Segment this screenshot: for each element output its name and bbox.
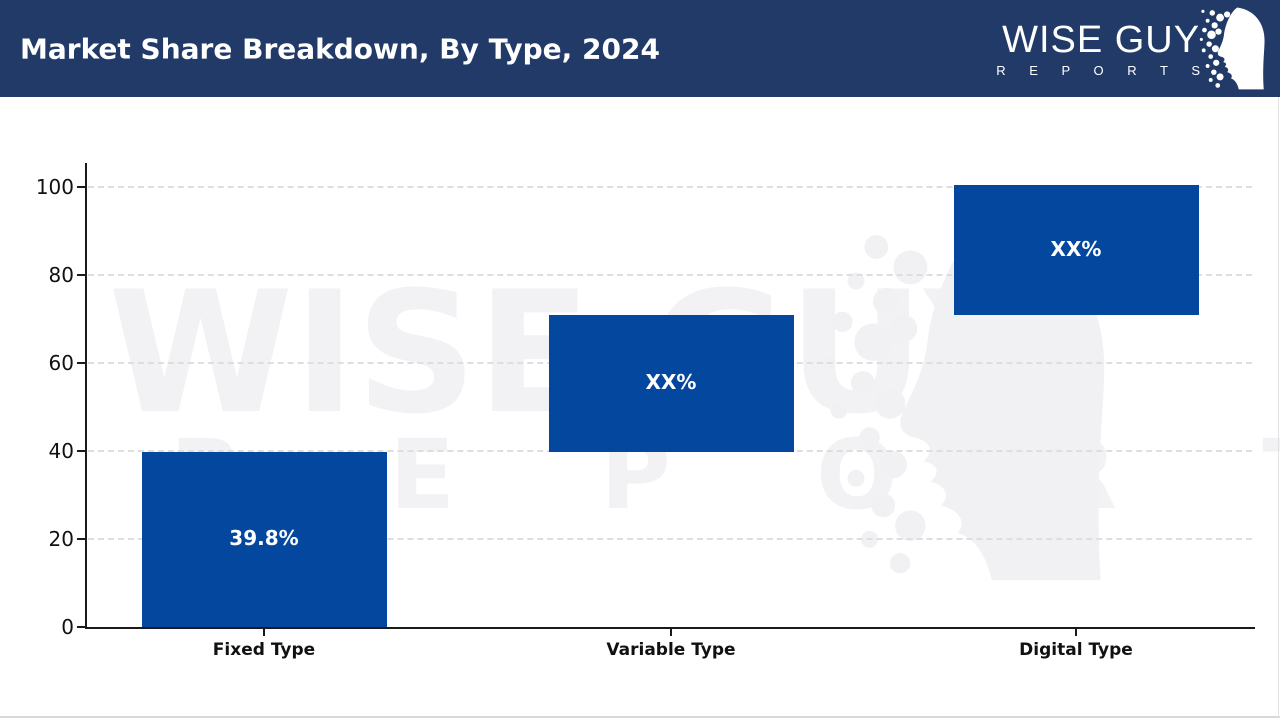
x-axis-label-digital-type: Digital Type bbox=[1019, 640, 1133, 660]
y-tick-mark-20 bbox=[77, 538, 85, 540]
x-tick-mark-1 bbox=[670, 629, 672, 636]
y-tick-label-20: 20 bbox=[48, 527, 74, 551]
x-axis-label-fixed-type: Fixed Type bbox=[212, 640, 316, 660]
y-axis-spine bbox=[85, 163, 87, 629]
y-tick-label-40: 40 bbox=[48, 439, 74, 463]
x-tick-mark-2 bbox=[1075, 629, 1077, 636]
y-tick-label-80: 80 bbox=[48, 263, 74, 287]
header-bar: Market Share Breakdown, By Type, 2024 WI… bbox=[0, 0, 1280, 97]
gridline-20 bbox=[88, 538, 1252, 540]
bar-value-label: XX% bbox=[1050, 236, 1102, 261]
x-tick-mark-0 bbox=[263, 629, 265, 636]
gridline-80 bbox=[88, 274, 1252, 276]
y-tick-mark-60 bbox=[77, 362, 85, 364]
bar-value-label: XX% bbox=[645, 370, 697, 395]
bar-fixed-type bbox=[141, 451, 387, 627]
y-tick-mark-100 bbox=[77, 186, 85, 188]
bar-value-label: 39.8% bbox=[229, 526, 299, 551]
gridline-100 bbox=[88, 186, 1252, 188]
page-right-border bbox=[1278, 97, 1279, 718]
y-tick-mark-40 bbox=[77, 450, 85, 452]
logo-brand-name: WISE GUY bbox=[1002, 19, 1201, 61]
page-bottom-border bbox=[0, 716, 1280, 718]
wise-guy-reports-logo: WISE GUY R E P O R T S bbox=[992, 5, 1270, 95]
wise-guy-head-icon bbox=[1192, 5, 1270, 95]
y-tick-label-100: 100 bbox=[35, 175, 74, 199]
logo-text: WISE GUY R E P O R T S bbox=[992, 21, 1210, 78]
page-title: Market Share Breakdown, By Type, 2024 bbox=[20, 32, 660, 65]
chart-area: WISE GUY R E P O R T S 02040608010039.8%… bbox=[0, 97, 1280, 720]
bar-digital-type bbox=[953, 184, 1199, 315]
x-axis-spine bbox=[85, 627, 1255, 629]
y-tick-label-0: 0 bbox=[61, 615, 74, 639]
x-axis-label-variable-type: Variable Type bbox=[606, 640, 736, 660]
y-tick-mark-0 bbox=[77, 626, 85, 628]
bar-variable-type bbox=[548, 314, 794, 452]
y-tick-mark-80 bbox=[77, 274, 85, 276]
y-tick-label-60: 60 bbox=[48, 351, 74, 375]
logo-brand-subtitle: R E P O R T S bbox=[996, 63, 1210, 78]
